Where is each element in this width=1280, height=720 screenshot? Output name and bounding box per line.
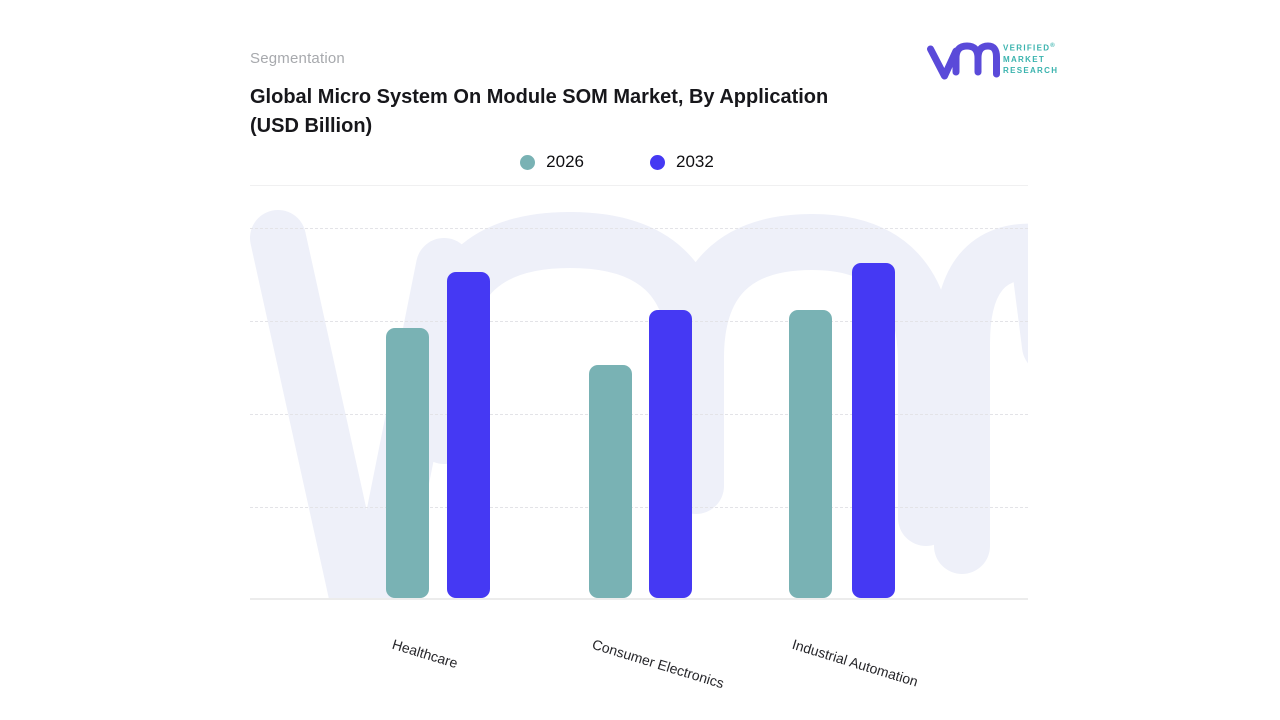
gridline-1 <box>250 507 1028 508</box>
bar-2032-consumer-electronics <box>649 310 692 598</box>
bar-2032-industrial-automation <box>852 263 895 598</box>
legend-swatch-2026 <box>520 154 536 170</box>
title-line-2: (USD Billion) <box>250 115 373 137</box>
logo-line-research: RESEARCH <box>1003 65 1059 75</box>
bar-2032-healthcare <box>447 272 490 598</box>
registered-mark: ® <box>1050 43 1055 49</box>
bar-2026-healthcare <box>386 328 429 598</box>
legend-item-2026: 2026 <box>520 152 584 172</box>
category-axis: Healthcare Consumer Electronics Industrial… <box>250 636 1028 706</box>
logo-line-market: MARKET <box>1003 54 1046 64</box>
vmr-watermark-icon <box>250 210 1028 598</box>
logo-line-verified: VERIFIED® <box>1003 43 1055 53</box>
bar-2026-industrial-automation <box>789 310 832 598</box>
plot-area <box>250 186 1028 600</box>
legend-label-2032: 2032 <box>676 152 714 171</box>
gridline-2 <box>250 414 1028 415</box>
chart-legend: 2026 2032 <box>228 150 1006 174</box>
logo-wordmark: VERIFIED® MARKET RESEARCH <box>1003 41 1058 76</box>
title-line-1: Global Micro System On Module SOM Market… <box>250 86 829 108</box>
legend-swatch-2032 <box>650 154 665 170</box>
gridline-4 <box>250 228 1028 229</box>
bar-2026-consumer-electronics <box>589 365 632 598</box>
category-label-healthcare: Healthcare <box>390 636 460 672</box>
legend-item-2032: 2032 <box>650 152 714 172</box>
legend-label-2026: 2026 <box>546 152 584 171</box>
header-divider <box>250 185 1028 186</box>
gridline-3 <box>250 321 1028 322</box>
vmr-monogram-icon <box>927 42 1000 80</box>
vmr-logo: VERIFIED® MARKET RESEARCH <box>926 30 1076 86</box>
page-title: Global Micro System On Module SOM Market… <box>250 83 910 141</box>
category-label-consumer-electronics: Consumer Electronics <box>590 636 726 692</box>
category-label-industrial-automation: Industrial Automation <box>790 636 921 690</box>
kicker-label: Segmentation <box>250 50 345 67</box>
